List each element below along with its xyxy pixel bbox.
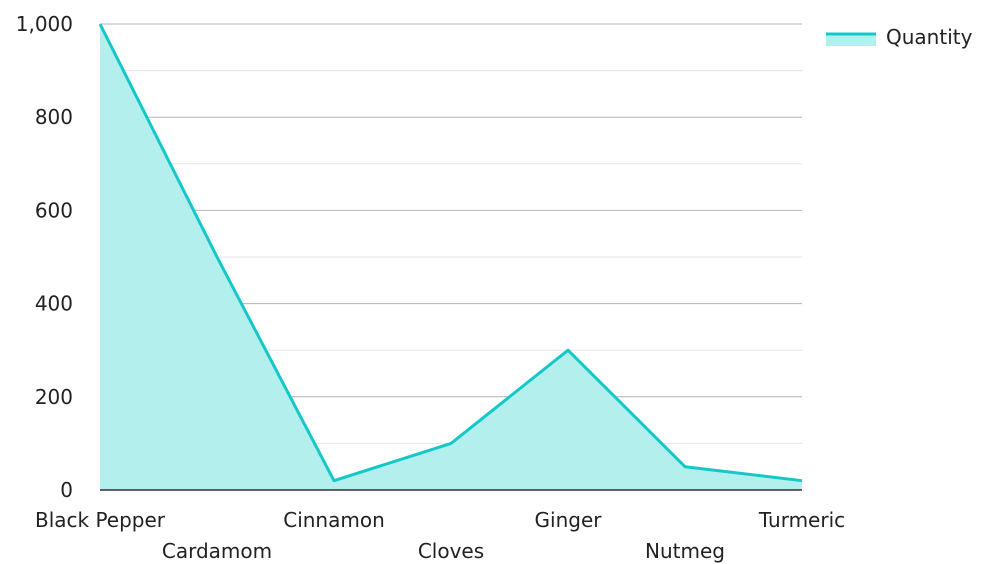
- y-tick-label: 800: [35, 105, 73, 129]
- legend-label: Quantity: [886, 25, 973, 49]
- y-axis: 0 200 400 600 800 1,000: [16, 12, 73, 502]
- x-tick-label: Cardamom: [162, 539, 272, 563]
- y-tick-label: 600: [35, 198, 73, 222]
- series-line: [98, 23, 803, 483]
- y-tick-label: 200: [35, 385, 73, 409]
- x-tick-label: Black Pepper: [35, 508, 166, 532]
- x-tick-label: Cinnamon: [283, 508, 385, 532]
- y-tick-label: 1,000: [16, 12, 73, 36]
- legend-swatch: [826, 33, 876, 46]
- x-tick-label: Ginger: [535, 508, 603, 532]
- x-axis: Black Pepper Cardamom Cinnamon Cloves Ginger…: [35, 489, 845, 563]
- series-area-fill: [100, 24, 802, 490]
- x-tick-label: Nutmeg: [645, 539, 725, 563]
- plot-area: [98, 23, 803, 490]
- y-tick-label: 400: [35, 292, 73, 316]
- legend[interactable]: Quantity: [826, 25, 973, 49]
- x-tick-label: Turmeric: [758, 508, 845, 532]
- x-tick-label: Cloves: [418, 539, 484, 563]
- y-tick-label: 0: [60, 478, 73, 502]
